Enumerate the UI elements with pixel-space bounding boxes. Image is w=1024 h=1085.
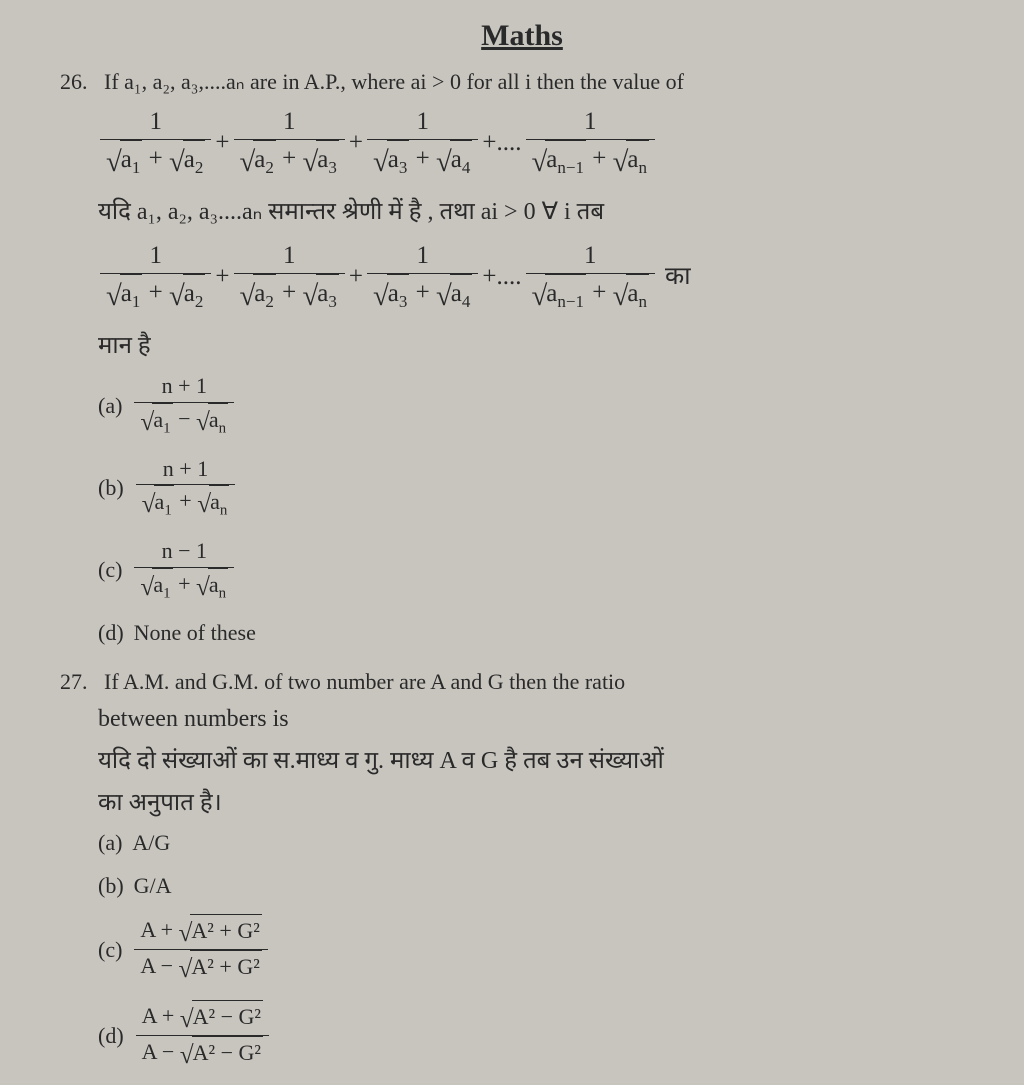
q26-line: 26. If a₁, a₂, a₃,....aₙ are in A.P., wh… <box>60 67 984 98</box>
q27-text-hi-2: का अनुपात है। <box>98 787 984 821</box>
q26-text-en: If a₁, a₂, a₃,....aₙ are in A.P., where … <box>104 67 684 98</box>
q27-option-a: (a)A/G <box>98 828 558 859</box>
q26-number: 26. <box>60 67 98 98</box>
q26-eq-1: 1a1 + a2 + 1a2 + a3 + 1a3 + a4 +.... 1an… <box>98 104 984 182</box>
q26-option-b: (b) n + 1a1 + an <box>98 454 558 524</box>
q27-option-b: (b)G/A <box>98 871 558 902</box>
page-title: Maths <box>60 15 984 57</box>
q26-text-hi-2: मान है <box>98 330 984 364</box>
q26-option-a: (a) n + 1a1 − an <box>98 371 558 441</box>
q26-options: (a) n + 1a1 − an (b) n + 1a1 + an (c) n … <box>98 371 984 660</box>
q27-options-row1: (a)A/G (b)G/A (c) A + A² + G² A − A² + G… <box>98 828 984 1085</box>
q27-option-d: (d) A + A² − G² A − A² − G² <box>98 1000 558 1074</box>
q26-text-hi-1: यदि a₁, a₂, a₃....aₙ समान्तर श्रेणी में … <box>98 196 984 230</box>
q26-option-c: (c) n − 1a1 + an <box>98 536 558 606</box>
q27-text-hi-1: यदि दो संख्याओं का स.माध्य व गु. माध्य A… <box>98 745 984 779</box>
q27-text-en-2: between numbers is <box>98 703 984 737</box>
q26-option-d: (d) None of these <box>98 618 558 649</box>
q27-text-en-1: If A.M. and G.M. of two number are A and… <box>104 667 625 698</box>
q27-number: 27. <box>60 667 98 698</box>
q27-line: 27. If A.M. and G.M. of two number are A… <box>60 667 984 698</box>
q26-eq-2: 1a1 + a2 + 1a2 + a3 + 1a3 + a4 +.... 1an… <box>98 238 984 316</box>
q27-option-c: (c) A + A² + G² A − A² + G² <box>98 914 558 988</box>
